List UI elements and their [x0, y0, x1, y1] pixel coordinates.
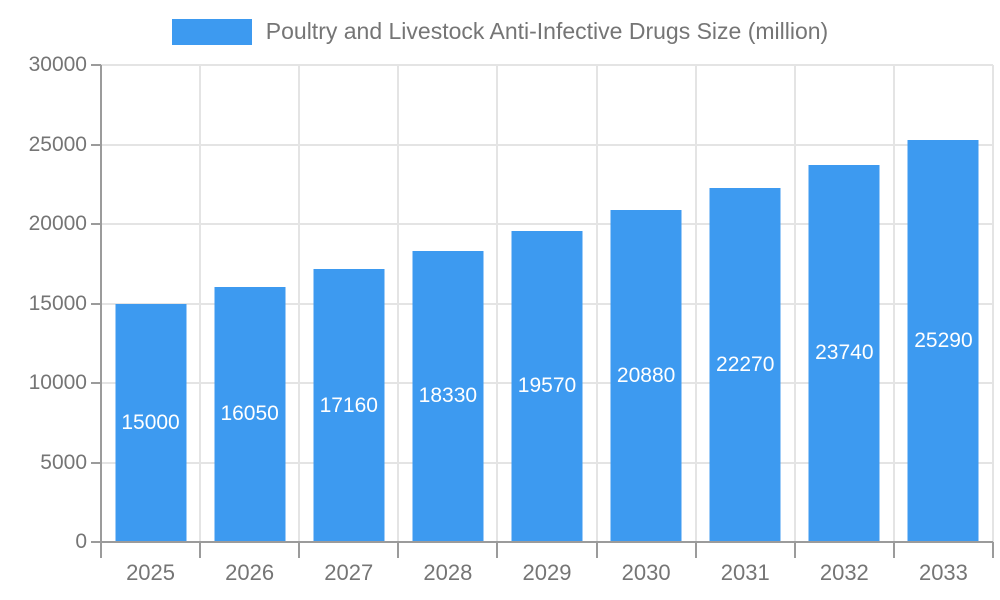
bar-value-label: 15000 [121, 410, 180, 434]
x-axis-tick [298, 542, 301, 558]
y-axis-tick [91, 541, 101, 543]
x-axis-tick [793, 542, 796, 558]
v-gridline [793, 65, 796, 542]
x-axis-label: 2030 [621, 560, 671, 585]
bar: 20880 [610, 210, 682, 542]
y-axis-label: 10000 [28, 371, 87, 395]
x-axis-tick [100, 542, 102, 558]
x-axis-tick [595, 542, 598, 558]
x-axis-line [101, 541, 993, 543]
bar-value-label: 18330 [418, 384, 478, 408]
legend-label: Poultry and Livestock Anti-Infective Dru… [265, 18, 829, 44]
y-axis-tick [91, 143, 101, 146]
bar-value-label: 23740 [815, 341, 874, 365]
x-axis-label: 2029 [522, 560, 572, 585]
h-gridline [101, 143, 993, 146]
bar: 17160 [313, 269, 385, 542]
bar: 18330 [412, 250, 484, 542]
plot-area: 15000 16050 17160 18330 19570 20880 22270 23740… [29, 53, 994, 585]
x-axis-tick [397, 542, 400, 558]
y-axis-line [100, 65, 102, 542]
y-axis-label: 25000 [28, 132, 87, 156]
x-axis-label: 2026 [225, 560, 275, 585]
v-gridline [595, 65, 598, 542]
v-gridline [199, 65, 202, 542]
x-axis-tick [892, 542, 895, 558]
x-axis-tick [992, 542, 994, 558]
bar-value-label: 19570 [517, 374, 577, 398]
y-axis-tick [91, 302, 101, 305]
v-gridline [992, 65, 994, 542]
y-axis-label: 0 [75, 530, 87, 553]
bar: 23740 [808, 164, 880, 542]
y-axis-label: 20000 [28, 212, 87, 236]
v-gridline [694, 65, 697, 542]
y-axis-label: 5000 [40, 450, 87, 474]
legend-swatch-icon [171, 18, 252, 45]
v-gridline [397, 65, 400, 542]
bar-value-label: 25290 [914, 328, 973, 352]
h-gridline [101, 64, 993, 66]
y-axis-tick [91, 223, 101, 226]
x-axis-label: 2028 [423, 560, 473, 585]
bar-value-label: 16050 [220, 402, 279, 426]
chart-legend: Poultry and Livestock Anti-Infective Dru… [0, 18, 1000, 45]
bar: 16050 [214, 286, 286, 542]
h-gridline [101, 223, 993, 226]
bar-value-label: 20880 [616, 364, 676, 387]
x-axis-tick [694, 542, 697, 558]
legend-item[interactable]: Poultry and Livestock Anti-Infective Dru… [171, 18, 829, 45]
x-axis-label: 2031 [720, 560, 770, 585]
x-axis-label: 2032 [819, 560, 869, 585]
y-axis-tick [91, 382, 101, 385]
y-axis-tick [91, 461, 101, 464]
bar: 15000 [115, 303, 187, 542]
v-gridline [892, 65, 895, 542]
bar: 22270 [709, 187, 781, 542]
x-axis-label: 2025 [126, 560, 176, 585]
x-axis-label: 2033 [918, 560, 968, 585]
bar: 19570 [511, 230, 583, 542]
y-axis-label: 30000 [28, 53, 87, 76]
y-axis-label: 15000 [28, 291, 87, 315]
x-axis-tick [199, 542, 202, 558]
bar-value-label: 22270 [716, 352, 775, 376]
v-gridline [496, 65, 499, 542]
x-axis-tick [496, 542, 499, 558]
v-gridline [298, 65, 301, 542]
bar-value-label: 17160 [319, 393, 378, 417]
bar: 25290 [907, 139, 979, 542]
x-axis-label: 2027 [324, 560, 374, 585]
y-axis-tick [91, 64, 101, 66]
